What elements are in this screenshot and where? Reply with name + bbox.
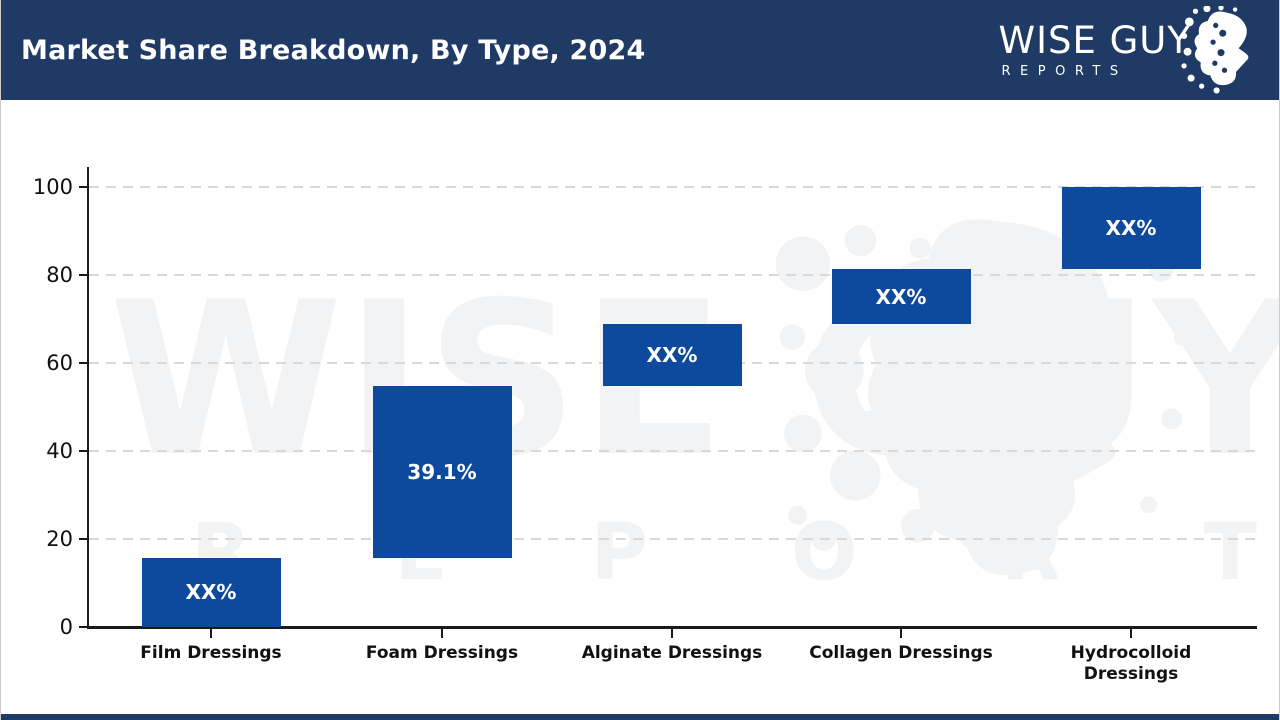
y-tick-label: 0 bbox=[59, 615, 73, 639]
bar: 39.1% bbox=[372, 385, 512, 558]
bar: XX% bbox=[831, 269, 971, 324]
y-tick-mark bbox=[79, 274, 87, 276]
y-tick-label: 80 bbox=[46, 263, 73, 287]
x-tick-mark bbox=[671, 629, 673, 638]
gridline bbox=[89, 450, 1257, 452]
x-tick-mark bbox=[1130, 629, 1132, 638]
plot-area: 0 20 40 60 80 100 XX% Film Dressings 39.1% Foam D… bbox=[1, 100, 1279, 714]
x-tick-mark bbox=[900, 629, 902, 638]
x-category-label: Collagen Dressings bbox=[809, 643, 993, 663]
x-axis-line bbox=[87, 626, 1257, 629]
x-category-label: Film Dressings bbox=[140, 643, 282, 663]
y-tick-mark bbox=[79, 186, 87, 188]
x-category-label: Alginate Dressings bbox=[581, 643, 763, 663]
y-tick-label: 100 bbox=[32, 175, 73, 199]
x-tick-mark bbox=[441, 629, 443, 638]
bar: XX% bbox=[1061, 187, 1201, 270]
y-tick-mark bbox=[79, 626, 87, 628]
y-axis-line bbox=[87, 167, 89, 629]
brand-logo: WISE GUY REPORTS bbox=[999, 6, 1265, 94]
bar: XX% bbox=[141, 557, 281, 627]
gridline bbox=[89, 274, 1257, 276]
logo-text: WISE GUY REPORTS bbox=[999, 22, 1191, 79]
bar-value-label: XX% bbox=[875, 284, 927, 309]
bar: XX% bbox=[602, 323, 742, 386]
logo-head-icon bbox=[1180, 6, 1249, 94]
footer-bar bbox=[1, 714, 1279, 720]
x-category-label: Foam Dressings bbox=[365, 643, 519, 663]
x-tick-mark bbox=[210, 629, 212, 638]
y-tick-label: 40 bbox=[46, 439, 73, 463]
gridline bbox=[89, 186, 1257, 188]
bar-value-label: XX% bbox=[185, 580, 237, 605]
x-category-label: Hydrocolloid Dressings bbox=[1070, 643, 1192, 684]
y-tick-label: 60 bbox=[46, 351, 73, 375]
y-tick-label: 20 bbox=[46, 527, 73, 551]
bar-value-label: XX% bbox=[646, 342, 698, 367]
y-tick-mark bbox=[79, 450, 87, 452]
chart-title: Market Share Breakdown, By Type, 2024 bbox=[21, 34, 646, 66]
gridline bbox=[89, 538, 1257, 540]
logo-sub-text: REPORTS bbox=[1001, 63, 1128, 79]
y-tick-mark bbox=[79, 538, 87, 540]
logo-brand-text: WISE GUY bbox=[998, 18, 1191, 62]
header-bar: Market Share Breakdown, By Type, 2024 WI… bbox=[1, 0, 1279, 100]
bar-value-label: XX% bbox=[1105, 216, 1157, 241]
bar-value-label: 39.1% bbox=[407, 459, 477, 484]
y-tick-mark bbox=[79, 362, 87, 364]
